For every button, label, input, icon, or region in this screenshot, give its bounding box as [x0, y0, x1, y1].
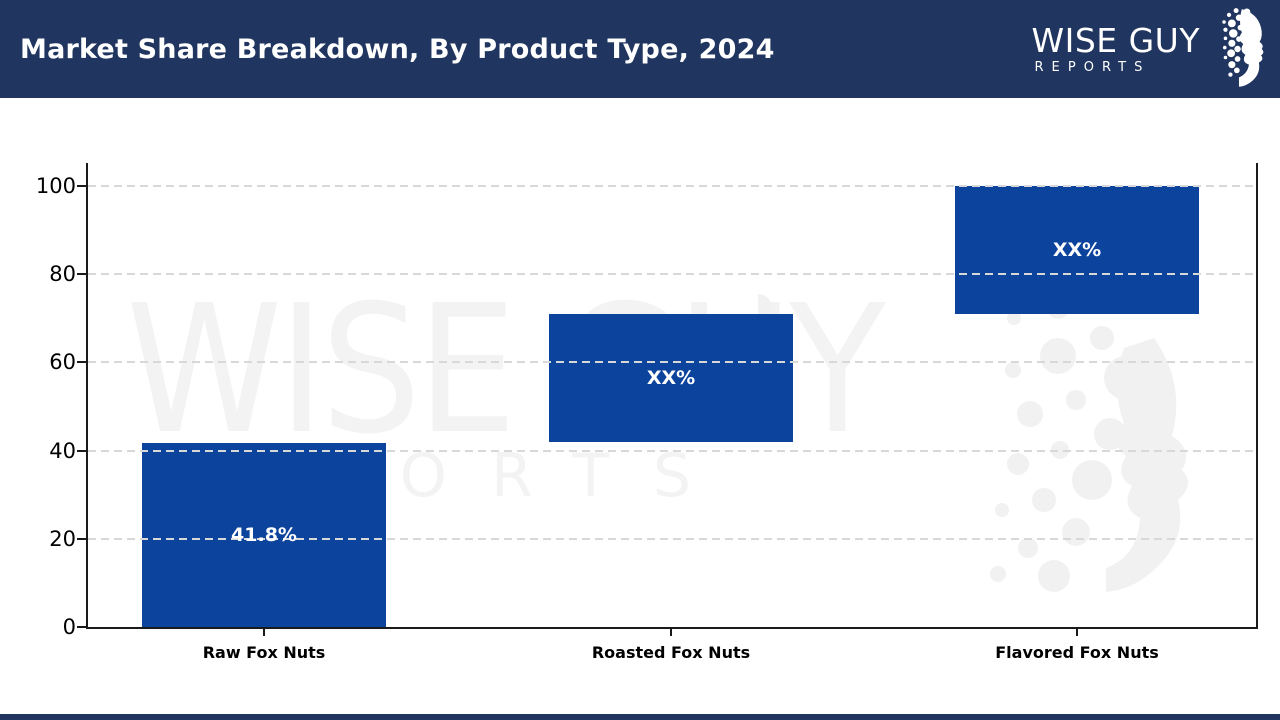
- y-tick-label: 100: [35, 174, 76, 198]
- x-tick-mark-raw-fox-nuts: [263, 629, 265, 636]
- gridline-100: [88, 185, 1256, 187]
- y-tick-mark: [77, 185, 86, 187]
- y-tick-label: 0: [62, 615, 76, 639]
- x-tick-mark-roasted-fox-nuts: [670, 629, 672, 636]
- gridline-80: [88, 273, 1256, 276]
- y-tick-label: 80: [49, 262, 76, 287]
- y-tick-mark: [77, 449, 86, 452]
- bar-flavored-fox-nuts: [955, 186, 1199, 314]
- gridline-40: [88, 449, 1256, 452]
- y-tick-mark: [77, 361, 86, 364]
- bar-value-label-roasted-fox-nuts: XX%: [646, 366, 696, 389]
- y-axis-right-spine: [1256, 163, 1258, 629]
- wiseguy-logo: WISE GUY REPORTS: [1031, 6, 1266, 92]
- y-axis-left-spine: [86, 163, 88, 629]
- x-axis-spine: [86, 627, 1258, 629]
- wiseguy-face-icon: [1222, 8, 1264, 87]
- header-band: Market Share Breakdown, By Product Type,…: [0, 0, 1280, 98]
- bar-roasted-fox-nuts: [549, 313, 793, 442]
- y-tick-label: 60: [49, 350, 76, 375]
- y-tick-label: 20: [49, 526, 76, 551]
- footer-bar: [0, 714, 1280, 720]
- bar-value-label-flavored-fox-nuts: XX%: [1052, 238, 1102, 261]
- gridline-20: [88, 537, 1256, 540]
- x-category-label-roasted-fox-nuts: Roasted Fox Nuts: [591, 643, 751, 662]
- page-title: Market Share Breakdown, By Product Type,…: [20, 33, 775, 65]
- wiseguy-logo-text: WISE GUY REPORTS: [1031, 24, 1200, 74]
- y-tick-mark: [77, 537, 86, 540]
- x-category-label-flavored-fox-nuts: Flavored Fox Nuts: [995, 643, 1159, 662]
- y-tick-mark: [77, 273, 86, 276]
- logo-wiseguy-label: WISE GUY: [1031, 21, 1200, 60]
- x-category-label-raw-fox-nuts: Raw Fox Nuts: [202, 643, 326, 662]
- y-tick-label: 40: [49, 438, 76, 463]
- x-tick-mark-flavored-fox-nuts: [1076, 629, 1078, 636]
- y-tick-mark: [77, 626, 86, 628]
- bar-value-label-raw-fox-nuts: 41.8%: [231, 523, 297, 546]
- bar-raw-fox-nuts: [142, 442, 386, 627]
- gridline-60: [88, 361, 1256, 364]
- logo-reports-label: REPORTS: [1034, 60, 1151, 75]
